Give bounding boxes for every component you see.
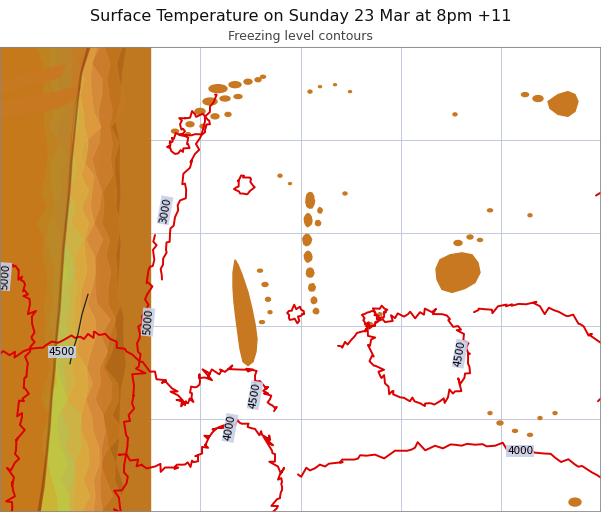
Ellipse shape [522,93,528,97]
Ellipse shape [288,183,291,185]
Polygon shape [0,47,126,512]
Ellipse shape [255,78,261,82]
Polygon shape [0,47,28,512]
Ellipse shape [497,421,503,425]
Ellipse shape [225,113,231,116]
Polygon shape [0,47,88,512]
Polygon shape [436,253,480,292]
Ellipse shape [334,83,337,86]
Ellipse shape [343,192,347,195]
Polygon shape [303,234,312,246]
Polygon shape [0,47,71,512]
Text: 4500: 4500 [49,347,75,357]
Ellipse shape [478,239,483,242]
Ellipse shape [229,82,241,88]
Text: 5000: 5000 [142,309,154,335]
Text: 4500: 4500 [453,340,467,368]
Ellipse shape [528,214,532,217]
Polygon shape [0,65,65,95]
Ellipse shape [553,412,557,415]
Polygon shape [304,214,312,227]
Ellipse shape [349,91,352,93]
Ellipse shape [186,122,194,127]
Polygon shape [316,221,321,226]
Polygon shape [0,47,75,512]
Polygon shape [304,251,312,262]
Ellipse shape [528,433,532,436]
Ellipse shape [487,209,492,212]
Ellipse shape [367,323,373,326]
Ellipse shape [220,96,230,101]
Ellipse shape [319,86,322,88]
Polygon shape [0,47,55,512]
Ellipse shape [467,235,473,239]
Ellipse shape [262,283,268,287]
Polygon shape [311,297,317,304]
Ellipse shape [200,124,206,128]
Ellipse shape [203,98,217,105]
Polygon shape [0,47,69,512]
Polygon shape [0,47,90,512]
Ellipse shape [260,75,266,78]
Polygon shape [306,193,315,208]
Text: Freezing level contours: Freezing level contours [228,30,373,43]
Ellipse shape [378,313,382,316]
Polygon shape [0,47,49,512]
Polygon shape [233,260,257,366]
Ellipse shape [260,321,264,324]
Ellipse shape [244,79,252,84]
Ellipse shape [488,412,492,415]
Ellipse shape [195,109,205,114]
Polygon shape [0,47,83,512]
Polygon shape [0,87,80,118]
Polygon shape [0,47,124,512]
Text: Surface Temperature on Sunday 23 Mar at 8pm +11: Surface Temperature on Sunday 23 Mar at … [90,9,511,24]
Ellipse shape [211,114,219,119]
Ellipse shape [308,90,312,93]
Polygon shape [0,47,115,512]
Polygon shape [313,308,319,314]
Polygon shape [309,284,316,291]
Polygon shape [0,47,150,512]
Ellipse shape [171,129,178,133]
Ellipse shape [513,430,517,432]
Text: 5000: 5000 [0,263,11,290]
Polygon shape [0,47,105,512]
Ellipse shape [453,113,457,116]
Polygon shape [0,47,13,512]
Text: 4000: 4000 [507,445,533,456]
Polygon shape [307,268,314,277]
Text: 3000: 3000 [158,197,172,224]
Polygon shape [318,207,322,213]
Ellipse shape [234,95,242,98]
Text: 4000: 4000 [223,414,237,442]
Polygon shape [0,47,59,512]
Ellipse shape [257,269,263,272]
Text: 4500: 4500 [248,381,262,409]
Polygon shape [38,47,90,512]
Ellipse shape [186,133,191,136]
Polygon shape [0,47,101,512]
Ellipse shape [454,241,462,245]
Polygon shape [0,47,110,512]
Ellipse shape [533,96,543,101]
Polygon shape [0,47,46,512]
Ellipse shape [266,297,270,302]
Ellipse shape [569,498,581,506]
Polygon shape [0,47,87,512]
Ellipse shape [538,417,542,419]
Polygon shape [0,47,19,512]
Polygon shape [548,92,578,116]
Ellipse shape [209,84,227,93]
Ellipse shape [278,174,282,177]
Ellipse shape [268,311,272,314]
